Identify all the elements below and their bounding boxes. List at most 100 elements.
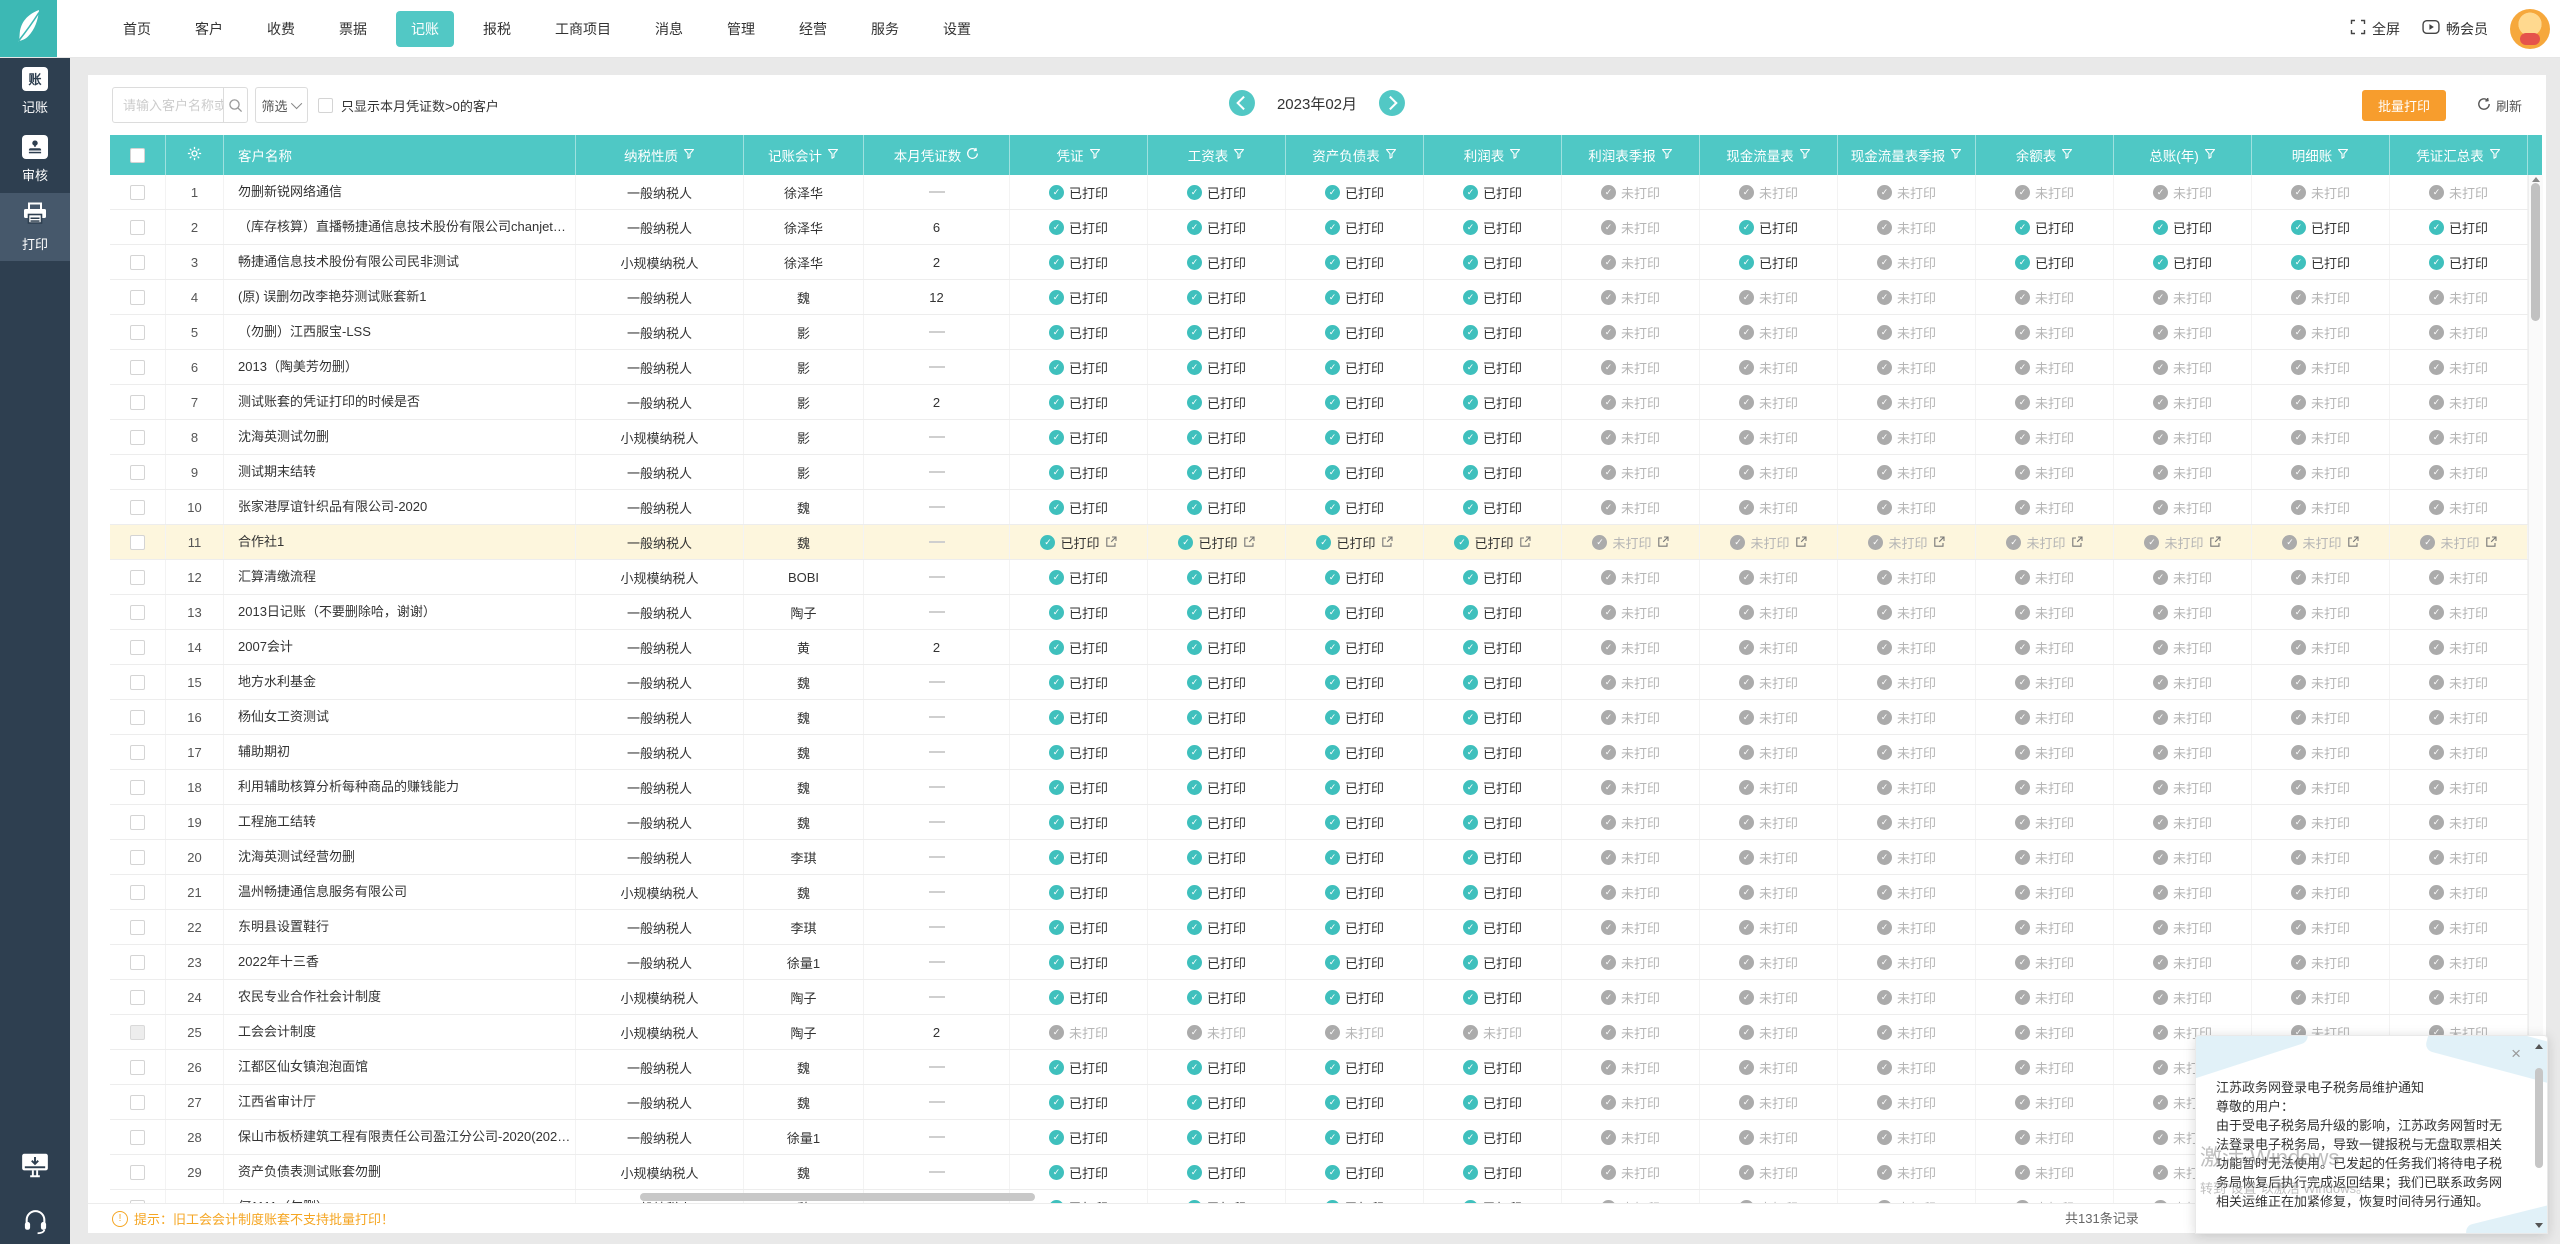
- print-status-cell[interactable]: ✓未打印: [2252, 700, 2390, 734]
- print-status-cell[interactable]: ✓已打印: [1148, 210, 1286, 244]
- next-month-button[interactable]: [1379, 90, 1406, 116]
- row-checkbox[interactable]: [130, 1059, 145, 1075]
- print-status-cell[interactable]: ✓未打印: [1700, 595, 1838, 629]
- filter-icon[interactable]: [1385, 148, 1397, 163]
- print-status-cell[interactable]: ✓未打印: [1700, 1050, 1838, 1084]
- menu-item-3[interactable]: 收费: [267, 20, 295, 37]
- print-status-cell[interactable]: ✓未打印: [1976, 910, 2114, 944]
- print-status-cell[interactable]: ✓未打印: [2252, 910, 2390, 944]
- print-status-cell[interactable]: ✓已打印: [1010, 175, 1148, 209]
- print-status-cell[interactable]: ✓未打印: [2252, 315, 2390, 349]
- open-report-link-icon[interactable]: [1243, 536, 1255, 548]
- print-status-cell[interactable]: ✓已打印: [1424, 665, 1562, 699]
- row-checkbox[interactable]: [130, 849, 145, 865]
- print-status-cell[interactable]: ✓未打印: [1562, 210, 1700, 244]
- print-status-cell[interactable]: ✓未打印: [2114, 910, 2252, 944]
- print-status-cell[interactable]: ✓已打印: [1148, 805, 1286, 839]
- print-status-cell[interactable]: ✓已打印: [1010, 210, 1148, 244]
- filter-icon[interactable]: [827, 148, 839, 163]
- print-status-cell[interactable]: ✓已打印: [2114, 210, 2252, 244]
- print-status-cell[interactable]: ✓未打印: [2390, 175, 2528, 209]
- filter-icon[interactable]: [1233, 148, 1245, 163]
- print-status-cell[interactable]: ✓未打印: [1976, 385, 2114, 419]
- print-status-cell[interactable]: ✓已打印: [1148, 980, 1286, 1014]
- print-status-cell[interactable]: ✓未打印: [2252, 735, 2390, 769]
- print-status-cell[interactable]: ✓已打印: [2252, 245, 2390, 279]
- print-status-cell[interactable]: ✓已打印: [1424, 840, 1562, 874]
- print-status-cell[interactable]: ✓已打印: [1286, 700, 1424, 734]
- print-status-cell[interactable]: ✓已打印: [1424, 315, 1562, 349]
- print-status-cell[interactable]: ✓已打印: [1286, 350, 1424, 384]
- print-status-cell[interactable]: ✓已打印: [1424, 595, 1562, 629]
- print-status-cell[interactable]: ✓未打印: [1976, 1050, 2114, 1084]
- avatar[interactable]: [2510, 8, 2550, 49]
- row-checkbox[interactable]: [130, 1094, 145, 1110]
- print-status-cell[interactable]: ✓已打印: [1010, 315, 1148, 349]
- print-status-cell[interactable]: ✓未打印: [2390, 525, 2528, 559]
- print-status-cell[interactable]: ✓未打印: [1976, 315, 2114, 349]
- print-status-cell[interactable]: ✓未打印: [1562, 840, 1700, 874]
- print-status-cell[interactable]: ✓已打印: [1148, 665, 1286, 699]
- print-status-cell[interactable]: ✓未打印: [1976, 945, 2114, 979]
- print-status-cell[interactable]: ✓未打印: [1838, 805, 1976, 839]
- print-status-cell[interactable]: ✓未打印: [1562, 980, 1700, 1014]
- print-status-cell[interactable]: ✓未打印: [2114, 385, 2252, 419]
- print-status-cell[interactable]: ✓已打印: [1286, 665, 1424, 699]
- print-status-cell[interactable]: ✓已打印: [1424, 280, 1562, 314]
- print-status-cell[interactable]: ✓未打印: [1976, 175, 2114, 209]
- print-status-cell[interactable]: ✓未打印: [2390, 280, 2528, 314]
- print-status-cell[interactable]: ✓未打印: [1838, 910, 1976, 944]
- menu-item-11[interactable]: 服务: [871, 20, 899, 37]
- print-status-cell[interactable]: ✓未打印: [2252, 280, 2390, 314]
- print-status-cell[interactable]: ✓已打印: [1286, 735, 1424, 769]
- print-status-cell[interactable]: ✓未打印: [1562, 245, 1700, 279]
- print-status-cell[interactable]: ✓未打印: [2114, 420, 2252, 454]
- print-status-cell[interactable]: ✓已打印: [1148, 595, 1286, 629]
- print-status-cell[interactable]: ✓已打印: [1010, 245, 1148, 279]
- print-status-cell[interactable]: ✓已打印: [1148, 1190, 1286, 1203]
- print-status-cell[interactable]: ✓已打印: [1286, 840, 1424, 874]
- print-status-cell[interactable]: ✓未打印: [1838, 980, 1976, 1014]
- print-status-cell[interactable]: ✓未打印: [1562, 1015, 1700, 1049]
- print-status-cell[interactable]: ✓未打印: [1562, 1050, 1700, 1084]
- search-input[interactable]: [113, 97, 223, 113]
- print-status-cell[interactable]: ✓未打印: [1976, 630, 2114, 664]
- menu-item-2[interactable]: 客户: [195, 20, 223, 37]
- row-checkbox[interactable]: [130, 289, 145, 305]
- print-status-cell[interactable]: ✓已打印: [1700, 210, 1838, 244]
- print-status-cell[interactable]: ✓未打印: [2114, 735, 2252, 769]
- print-status-cell[interactable]: ✓未打印: [1838, 490, 1976, 524]
- print-status-cell[interactable]: ✓未打印: [1838, 875, 1976, 909]
- headset-icon[interactable]: [22, 1208, 49, 1240]
- print-status-cell[interactable]: ✓未打印: [1700, 490, 1838, 524]
- menu-item-9[interactable]: 管理: [727, 20, 755, 37]
- print-status-cell[interactable]: ✓未打印: [1700, 945, 1838, 979]
- print-status-cell[interactable]: ✓未打印: [1562, 805, 1700, 839]
- print-status-cell[interactable]: ✓已打印: [1148, 245, 1286, 279]
- print-status-cell[interactable]: ✓未打印: [2390, 490, 2528, 524]
- print-status-cell[interactable]: ✓已打印: [1148, 490, 1286, 524]
- print-status-cell[interactable]: ✓未打印: [2390, 875, 2528, 909]
- print-status-cell[interactable]: ✓已打印: [1148, 175, 1286, 209]
- print-status-cell[interactable]: ✓未打印: [1562, 350, 1700, 384]
- filter-icon[interactable]: [2337, 148, 2349, 163]
- print-status-cell[interactable]: ✓未打印: [1838, 350, 1976, 384]
- print-status-cell[interactable]: ✓未打印: [1976, 980, 2114, 1014]
- print-status-cell[interactable]: ✓未打印: [1700, 315, 1838, 349]
- print-status-cell[interactable]: ✓未打印: [1700, 1015, 1838, 1049]
- open-report-link-icon[interactable]: [2485, 536, 2497, 548]
- print-status-cell[interactable]: ✓未打印: [1838, 210, 1976, 244]
- row-checkbox[interactable]: [130, 569, 145, 585]
- print-status-cell[interactable]: ✓已打印: [1010, 665, 1148, 699]
- print-status-cell[interactable]: ✓未打印: [1010, 1015, 1148, 1049]
- print-status-cell[interactable]: ✓未打印: [2114, 350, 2252, 384]
- print-status-cell[interactable]: ✓未打印: [1838, 1190, 1976, 1203]
- filter-icon[interactable]: [1089, 148, 1101, 163]
- print-status-cell[interactable]: ✓已打印: [1700, 245, 1838, 279]
- print-status-cell[interactable]: ✓已打印: [1010, 735, 1148, 769]
- print-status-cell[interactable]: ✓已打印: [1286, 1085, 1424, 1119]
- print-status-cell[interactable]: ✓未打印: [1976, 1120, 2114, 1154]
- print-status-cell[interactable]: ✓未打印: [1562, 490, 1700, 524]
- print-status-cell[interactable]: ✓未打印: [1838, 175, 1976, 209]
- print-status-cell[interactable]: ✓未打印: [1700, 805, 1838, 839]
